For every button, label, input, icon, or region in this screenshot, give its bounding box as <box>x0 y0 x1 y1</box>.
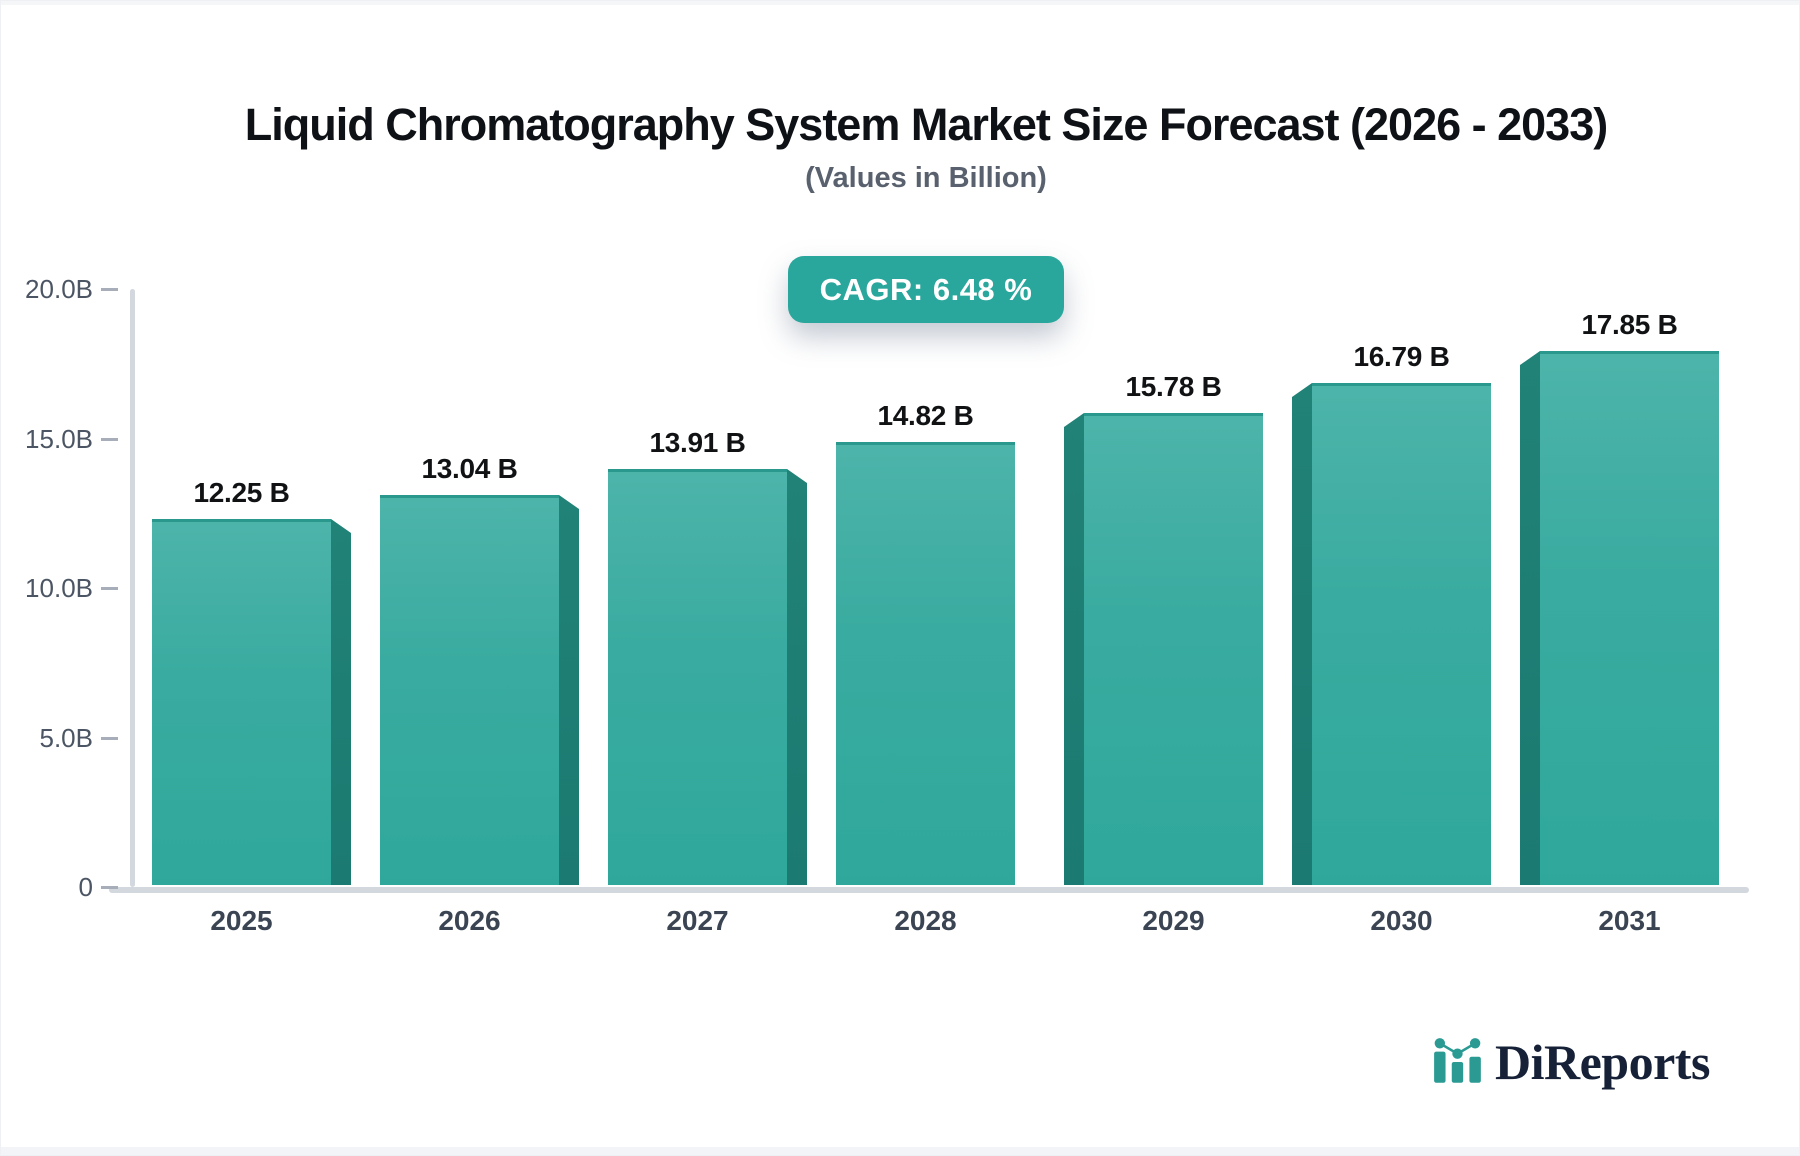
bar-value-label: 12.25 B <box>193 477 290 508</box>
x-axis-label-2027: 2027 <box>666 905 729 936</box>
bar-face <box>1084 413 1263 885</box>
y-tick-dash <box>101 737 118 740</box>
bar-value-label: 16.79 B <box>1353 341 1450 372</box>
bar-side-face <box>1064 413 1084 885</box>
bar-side-face <box>331 519 351 885</box>
y-tick-dash <box>101 288 118 291</box>
bar-2025: 12.25 B <box>152 477 351 885</box>
bar-side-face <box>1520 351 1540 885</box>
y-tick-label: 5.0B <box>39 723 94 753</box>
cagr-badge-label: CAGR: 6.48 % <box>819 271 1033 307</box>
y-tick-label: 0 <box>78 872 93 902</box>
bar-value-label: 14.82 B <box>877 400 974 431</box>
bar-value-label: 13.91 B <box>649 427 746 458</box>
bar-value-label: 17.85 B <box>1581 309 1678 340</box>
bar-2031: 17.85 B <box>1520 309 1719 885</box>
chart-subtitle: (Values in Billion) <box>805 162 1047 194</box>
y-tick-dash <box>101 886 118 889</box>
x-axis-label-2026: 2026 <box>438 905 501 936</box>
x-axis-label-2030: 2030 <box>1370 905 1433 936</box>
chart-title: Liquid Chromatography System Market Size… <box>244 99 1608 150</box>
bar-face <box>608 469 787 885</box>
y-tick-dash <box>101 438 118 441</box>
bar-value-label: 15.78 B <box>1125 371 1222 402</box>
x-axis-label-2029: 2029 <box>1142 905 1205 936</box>
x-axis-line <box>109 887 1749 893</box>
bar-face <box>836 442 1015 885</box>
cagr-badge: CAGR: 6.48 % <box>788 256 1064 323</box>
y-tick-label: 10.0B <box>25 573 93 603</box>
bottom-edge <box>1 1147 1799 1155</box>
bar-side-face <box>787 469 807 885</box>
y-axis-line <box>130 289 135 887</box>
bar-value-label: 13.04 B <box>421 453 518 484</box>
x-axis-label-2025: 2025 <box>210 905 273 936</box>
bar-side-face <box>1292 383 1312 885</box>
bar-face <box>1540 351 1719 885</box>
bar-2029: 15.78 B <box>1064 371 1263 885</box>
y-tick-label: 20.0B <box>25 274 93 304</box>
bar-2026: 13.04 B <box>380 453 579 885</box>
bar-face <box>152 519 331 885</box>
x-axis-label-2031: 2031 <box>1598 905 1661 936</box>
bar-2028: 14.82 B <box>836 400 1015 885</box>
bar-2027: 13.91 B <box>608 427 807 885</box>
direports-logo-icon <box>1434 1038 1481 1083</box>
y-tick-dash <box>101 587 118 590</box>
bar-face <box>380 495 559 885</box>
top-edge <box>1 1 1799 5</box>
bar-2030: 16.79 B <box>1292 341 1491 885</box>
x-axis-label-2028: 2028 <box>894 905 957 936</box>
direports-logo-text: DiReports <box>1495 1034 1710 1090</box>
y-tick-label: 15.0B <box>25 424 93 454</box>
bar-side-face <box>559 495 579 885</box>
direports-logo: DiReports <box>1431 1033 1710 1091</box>
bar-face <box>1312 383 1491 885</box>
